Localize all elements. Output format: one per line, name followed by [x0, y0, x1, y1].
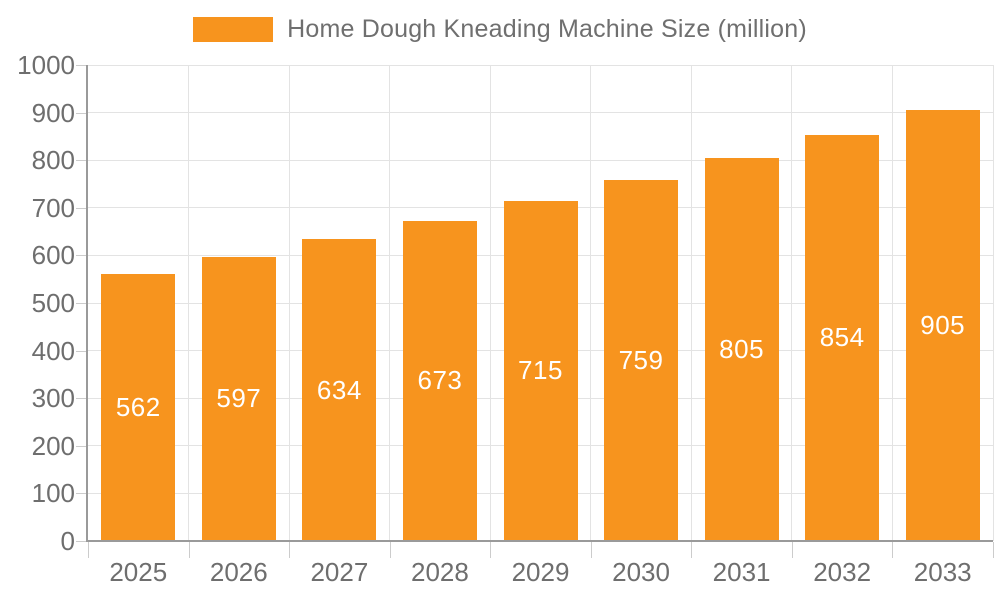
y-axis-tick	[76, 207, 88, 209]
y-axis-tick	[76, 445, 88, 447]
bar: 905	[905, 110, 980, 541]
x-axis-tick-label: 2025	[109, 557, 168, 587]
y-axis-tick-label: 600	[31, 240, 75, 271]
y-axis-tick	[76, 112, 88, 114]
bar: 562	[101, 273, 176, 541]
y-axis-tick	[76, 255, 88, 257]
gridline-vertical	[992, 65, 994, 541]
gridline-horizontal	[88, 64, 993, 66]
gridline-vertical	[690, 65, 692, 541]
gridline-vertical	[489, 65, 491, 541]
x-axis-tick	[993, 542, 994, 558]
y-axis-tick-label: 1000	[17, 50, 75, 80]
y-axis-tick	[76, 65, 88, 66]
y-axis-tick-label: 200	[31, 430, 75, 461]
x-axis-tick-label: 2030	[612, 557, 670, 587]
legend-swatch[interactable]	[193, 17, 274, 42]
bar-value-label: 634	[316, 374, 362, 405]
x-axis-tick	[289, 542, 291, 558]
gridline-vertical	[389, 65, 391, 541]
x-axis-tick-label: 2027	[310, 557, 369, 587]
gridline-horizontal	[88, 159, 993, 161]
bar-value-label: 597	[216, 383, 262, 414]
bar: 597	[201, 256, 276, 541]
y-axis-tick	[76, 350, 88, 352]
y-axis-tick	[76, 160, 88, 162]
bar: 759	[604, 179, 679, 541]
bar: 634	[302, 239, 377, 541]
x-axis-tick-label: 2029	[511, 557, 570, 587]
bar-value-label: 673	[417, 365, 463, 396]
bar-value-label: 805	[719, 333, 765, 364]
bar-value-label: 905	[920, 310, 966, 341]
bar-value-label: 715	[518, 355, 563, 386]
x-axis-tick	[590, 542, 592, 558]
bar: 673	[402, 220, 477, 541]
y-axis-tick-label: 800	[31, 145, 75, 176]
x-axis-tick-label: 2033	[913, 557, 972, 587]
bar: 805	[704, 157, 779, 541]
gridline-vertical	[791, 65, 793, 541]
x-axis-tick	[691, 542, 693, 558]
x-axis-tick	[188, 542, 190, 558]
y-axis-tick-label: 300	[31, 383, 75, 414]
plot-area: 562 597 634 673 715 759 805 854 905	[88, 64, 994, 541]
gridline-vertical	[590, 65, 592, 541]
bar: 715	[503, 200, 578, 541]
x-axis-tick	[791, 542, 793, 558]
x-axis-tick	[892, 542, 894, 558]
x-axis-tick-label: 2031	[712, 557, 771, 587]
legend[interactable]: Home Dough Kneading Machine Size (millio…	[0, 15, 1000, 44]
y-axis-tick-label: 700	[31, 192, 75, 223]
bar-value-label: 562	[115, 391, 161, 422]
gridline-vertical	[288, 65, 290, 541]
gridline-vertical	[188, 65, 190, 541]
y-axis-tick	[76, 398, 88, 400]
x-axis-tick	[389, 542, 391, 558]
y-axis-tick	[76, 493, 88, 495]
y-axis-tick-label: 500	[31, 288, 75, 318]
y-axis-tick-label: 400	[31, 335, 75, 366]
y-axis-tick	[76, 303, 88, 304]
gridline-horizontal	[88, 112, 993, 114]
bar-value-label: 759	[618, 344, 664, 375]
y-axis-line	[86, 65, 88, 542]
gridline-vertical	[891, 65, 893, 541]
x-axis-tick-label: 2028	[411, 557, 469, 587]
x-axis-tick	[490, 542, 492, 558]
x-axis-line	[86, 540, 993, 542]
y-axis-tick-label: 100	[31, 478, 75, 509]
y-axis-tick-label: 900	[31, 97, 75, 128]
x-axis-tick-label: 2026	[209, 557, 268, 587]
x-axis-tick-label: 2032	[813, 557, 872, 587]
y-axis-tick-label: 0	[60, 526, 75, 556]
y-axis-tick	[76, 541, 88, 542]
legend-label[interactable]: Home Dough Kneading Machine Size (millio…	[287, 15, 807, 43]
bar: 854	[805, 134, 880, 541]
x-axis-tick	[88, 542, 89, 558]
bar-value-label: 854	[819, 322, 865, 353]
